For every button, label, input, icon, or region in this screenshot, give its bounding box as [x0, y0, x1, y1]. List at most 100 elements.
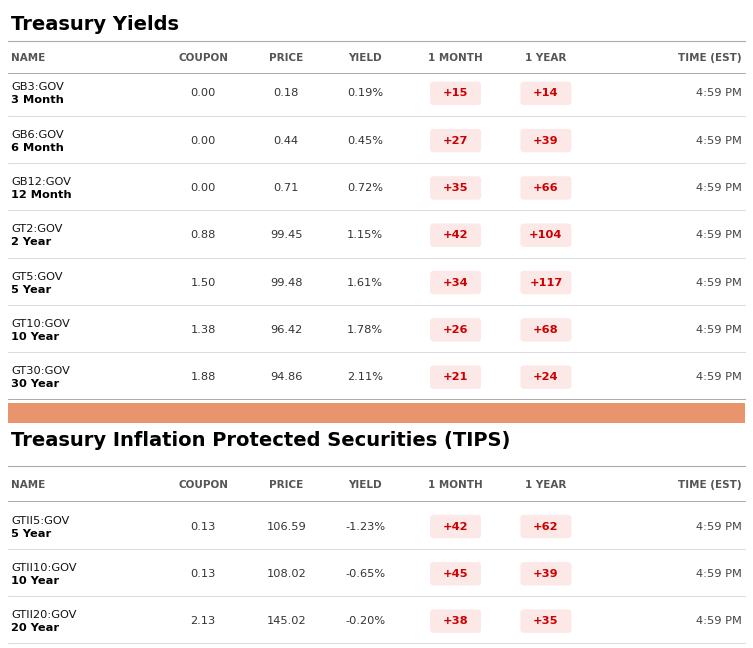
- Text: +14: +14: [533, 88, 559, 98]
- FancyBboxPatch shape: [431, 224, 480, 246]
- FancyBboxPatch shape: [521, 177, 571, 199]
- Text: 4:59 PM: 4:59 PM: [696, 522, 742, 531]
- Text: 5 Year: 5 Year: [11, 284, 51, 295]
- Text: 0.13: 0.13: [191, 522, 216, 531]
- FancyBboxPatch shape: [521, 130, 571, 152]
- Text: 1.61%: 1.61%: [347, 277, 383, 288]
- Text: Treasury Inflation Protected Securities (TIPS): Treasury Inflation Protected Securities …: [11, 432, 511, 450]
- Text: +38: +38: [443, 616, 468, 626]
- Text: 4:59 PM: 4:59 PM: [696, 616, 742, 626]
- Text: 0.18: 0.18: [273, 88, 299, 98]
- Text: +26: +26: [443, 325, 468, 335]
- Text: 1.78%: 1.78%: [347, 325, 383, 335]
- Text: +21: +21: [443, 372, 468, 382]
- Text: 1.50: 1.50: [191, 277, 216, 288]
- Text: 94.86: 94.86: [270, 372, 302, 382]
- Text: 1 YEAR: 1 YEAR: [526, 480, 566, 490]
- Text: TIME (EST): TIME (EST): [678, 53, 742, 64]
- Text: COUPON: COUPON: [178, 53, 228, 64]
- Text: 2.11%: 2.11%: [347, 372, 383, 382]
- Text: +24: +24: [533, 372, 559, 382]
- Text: +45: +45: [443, 569, 468, 579]
- Text: 0.44: 0.44: [273, 135, 299, 146]
- Text: 4:59 PM: 4:59 PM: [696, 372, 742, 382]
- Text: +117: +117: [529, 277, 562, 288]
- Text: 1 YEAR: 1 YEAR: [526, 53, 566, 64]
- Text: GT5:GOV: GT5:GOV: [11, 272, 62, 282]
- Text: -0.65%: -0.65%: [345, 569, 386, 579]
- Text: +35: +35: [533, 616, 559, 626]
- Text: +35: +35: [443, 183, 468, 193]
- Text: 10 Year: 10 Year: [11, 332, 59, 342]
- FancyBboxPatch shape: [521, 516, 571, 538]
- Text: 0.13: 0.13: [191, 569, 216, 579]
- Text: GTII10:GOV: GTII10:GOV: [11, 563, 77, 573]
- Text: +39: +39: [533, 135, 559, 146]
- Text: NAME: NAME: [11, 53, 45, 64]
- Text: 0.45%: 0.45%: [347, 135, 383, 146]
- Text: 2 Year: 2 Year: [11, 237, 51, 248]
- Text: 99.45: 99.45: [270, 230, 303, 240]
- Text: PRICE: PRICE: [269, 53, 303, 64]
- Text: GB6:GOV: GB6:GOV: [11, 130, 64, 140]
- Text: 145.02: 145.02: [267, 616, 306, 626]
- Text: +62: +62: [533, 522, 559, 531]
- Text: 3 Month: 3 Month: [11, 95, 64, 106]
- Text: 4:59 PM: 4:59 PM: [696, 88, 742, 98]
- FancyBboxPatch shape: [521, 272, 571, 294]
- Text: Treasury Yields: Treasury Yields: [11, 15, 179, 34]
- Text: 108.02: 108.02: [267, 569, 306, 579]
- Text: 4:59 PM: 4:59 PM: [696, 183, 742, 193]
- Text: GT10:GOV: GT10:GOV: [11, 319, 70, 329]
- Text: GB12:GOV: GB12:GOV: [11, 177, 72, 187]
- Text: 4:59 PM: 4:59 PM: [696, 569, 742, 579]
- Text: 0.19%: 0.19%: [347, 88, 383, 98]
- Text: NAME: NAME: [11, 480, 45, 490]
- Text: GTII5:GOV: GTII5:GOV: [11, 516, 69, 526]
- FancyBboxPatch shape: [431, 516, 480, 538]
- Text: 10 Year: 10 Year: [11, 576, 59, 586]
- Text: +27: +27: [443, 135, 468, 146]
- Text: +104: +104: [529, 230, 562, 240]
- FancyBboxPatch shape: [431, 562, 480, 584]
- FancyBboxPatch shape: [431, 366, 480, 388]
- FancyBboxPatch shape: [431, 130, 480, 152]
- Text: +42: +42: [443, 230, 468, 240]
- Text: 20 Year: 20 Year: [11, 623, 59, 633]
- FancyBboxPatch shape: [521, 82, 571, 104]
- Text: 1.15%: 1.15%: [347, 230, 383, 240]
- Text: 30 Year: 30 Year: [11, 379, 59, 389]
- FancyBboxPatch shape: [521, 366, 571, 388]
- Text: 4:59 PM: 4:59 PM: [696, 230, 742, 240]
- Text: 0.00: 0.00: [191, 135, 216, 146]
- Text: 0.00: 0.00: [191, 183, 216, 193]
- Text: -0.20%: -0.20%: [345, 616, 386, 626]
- Text: 2.13: 2.13: [191, 616, 216, 626]
- FancyBboxPatch shape: [521, 610, 571, 632]
- Text: GT30:GOV: GT30:GOV: [11, 366, 70, 376]
- Text: 99.48: 99.48: [270, 277, 303, 288]
- Text: GB3:GOV: GB3:GOV: [11, 82, 64, 93]
- Text: 5 Year: 5 Year: [11, 529, 51, 538]
- FancyBboxPatch shape: [521, 562, 571, 584]
- FancyBboxPatch shape: [431, 82, 480, 104]
- Text: 6 Month: 6 Month: [11, 143, 64, 153]
- FancyBboxPatch shape: [521, 224, 571, 246]
- Text: -1.23%: -1.23%: [345, 522, 386, 531]
- Text: COUPON: COUPON: [178, 480, 228, 490]
- Text: 1.88: 1.88: [191, 372, 216, 382]
- Text: +15: +15: [443, 88, 468, 98]
- Text: +34: +34: [443, 277, 468, 288]
- Bar: [8, 403, 745, 423]
- Text: +42: +42: [443, 522, 468, 531]
- Text: 0.71: 0.71: [273, 183, 299, 193]
- Text: PRICE: PRICE: [269, 480, 303, 490]
- Text: +66: +66: [533, 183, 559, 193]
- Text: 106.59: 106.59: [267, 522, 306, 531]
- Text: 4:59 PM: 4:59 PM: [696, 277, 742, 288]
- Text: +39: +39: [533, 569, 559, 579]
- FancyBboxPatch shape: [521, 319, 571, 341]
- Text: 0.72%: 0.72%: [347, 183, 383, 193]
- Text: 0.88: 0.88: [191, 230, 216, 240]
- FancyBboxPatch shape: [431, 272, 480, 294]
